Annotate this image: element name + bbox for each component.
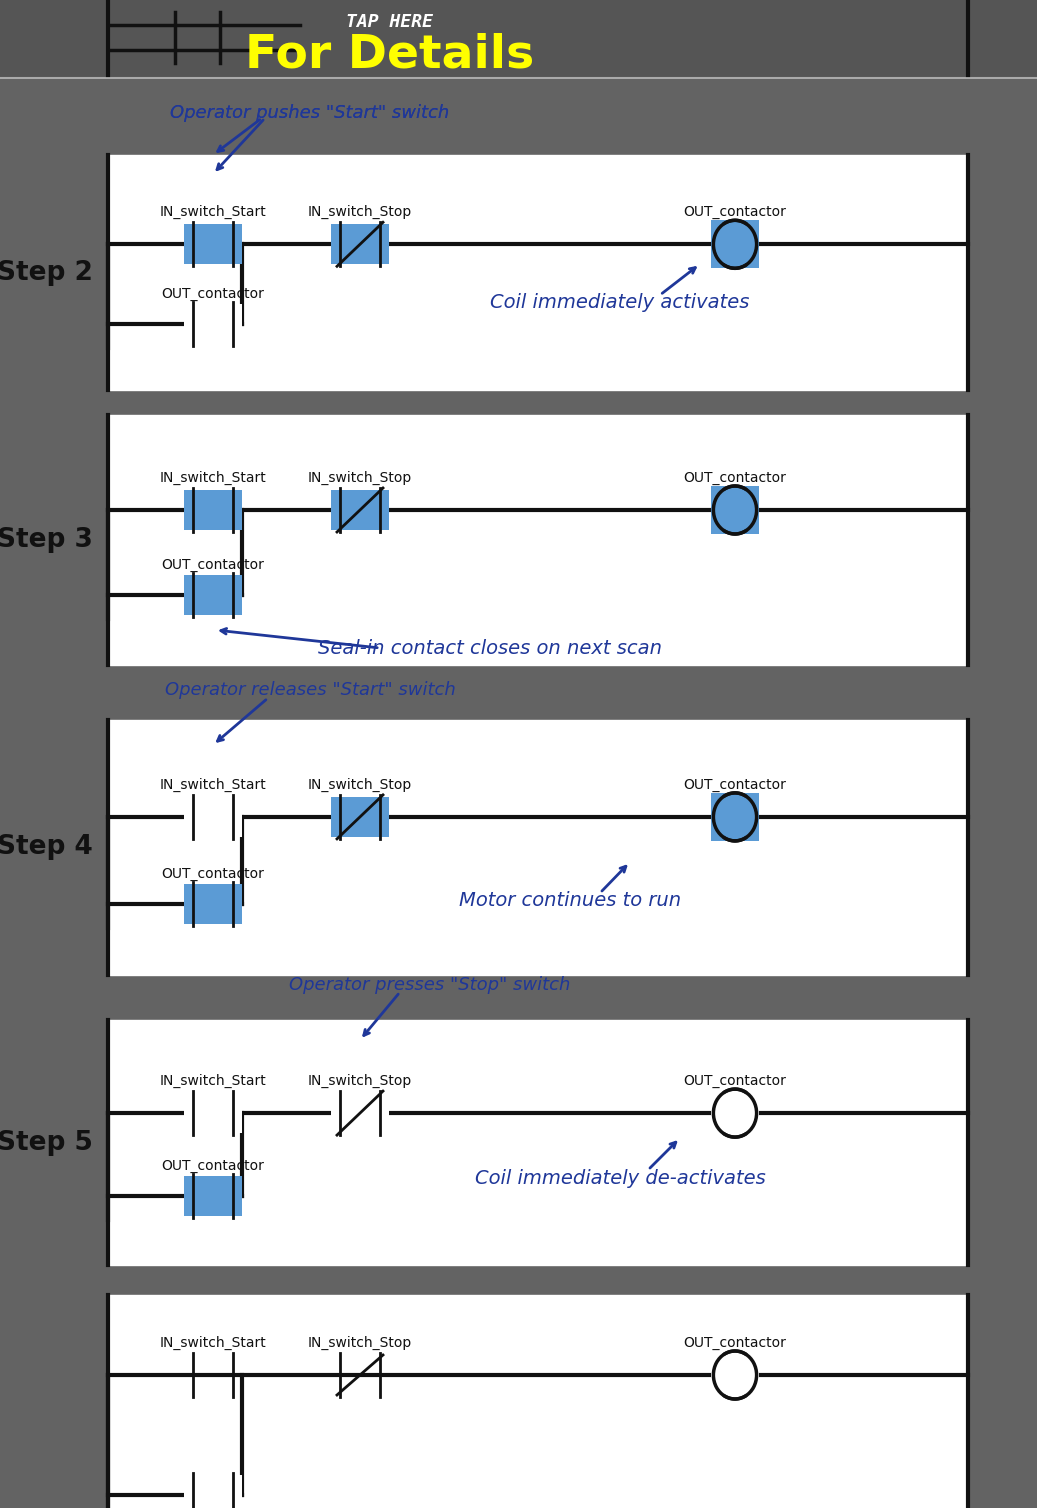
- Bar: [331, 796, 389, 837]
- Text: OUT_contactor: OUT_contactor: [162, 558, 264, 572]
- Text: Operator pushes "Start" switch: Operator pushes "Start" switch: [170, 104, 450, 122]
- Text: Coil immediately activates: Coil immediately activates: [491, 294, 750, 312]
- Text: Coil immediately de-activates: Coil immediately de-activates: [475, 1169, 765, 1187]
- Bar: [711, 1089, 759, 1137]
- Text: OUT_contactor: OUT_contactor: [683, 470, 786, 486]
- Bar: [0, 0, 1037, 78]
- Bar: [711, 1351, 759, 1399]
- Text: IN_switch_Start: IN_switch_Start: [160, 778, 267, 792]
- Text: IN_switch_Start: IN_switch_Start: [160, 1074, 267, 1089]
- Bar: [711, 220, 759, 268]
- Text: Seal-in contact closes on next scan: Seal-in contact closes on next scan: [318, 638, 662, 657]
- Bar: [184, 490, 242, 529]
- Bar: [108, 719, 968, 976]
- Text: IN_switch_Start: IN_switch_Start: [160, 205, 267, 219]
- Bar: [184, 225, 242, 264]
- Text: IN_switch_Stop: IN_switch_Stop: [308, 778, 412, 792]
- Bar: [184, 796, 242, 837]
- Bar: [184, 1475, 242, 1508]
- Bar: [108, 1295, 968, 1508]
- Bar: [711, 793, 759, 841]
- Text: IN_switch_Start: IN_switch_Start: [160, 470, 267, 486]
- Text: Motor continues to run: Motor continues to run: [459, 891, 681, 909]
- Text: Operator presses "Stop" switch: Operator presses "Stop" switch: [289, 976, 570, 994]
- Text: OUT_contactor: OUT_contactor: [683, 1074, 786, 1089]
- Bar: [184, 1176, 242, 1217]
- Bar: [184, 1093, 242, 1133]
- Text: OUT_contactor: OUT_contactor: [683, 205, 786, 219]
- Bar: [711, 486, 759, 534]
- Text: OUT_contactor: OUT_contactor: [162, 867, 264, 881]
- Text: Step 3: Step 3: [0, 526, 93, 553]
- Bar: [331, 225, 389, 264]
- Text: TAP HERE: TAP HERE: [346, 14, 433, 32]
- Text: For Details: For Details: [246, 33, 535, 77]
- Bar: [184, 305, 242, 344]
- Text: Step 4: Step 4: [0, 834, 93, 861]
- Bar: [184, 575, 242, 615]
- Bar: [108, 155, 968, 391]
- Text: OUT_contactor: OUT_contactor: [683, 1336, 786, 1350]
- Text: IN_switch_Stop: IN_switch_Stop: [308, 1336, 412, 1350]
- Text: Step 5: Step 5: [0, 1129, 93, 1155]
- Text: Operator releases "Start" switch: Operator releases "Start" switch: [165, 682, 455, 700]
- Bar: [331, 1093, 389, 1133]
- Bar: [184, 884, 242, 923]
- Text: OUT_contactor: OUT_contactor: [162, 1160, 264, 1173]
- Bar: [331, 490, 389, 529]
- Text: IN_switch_Stop: IN_switch_Stop: [308, 205, 412, 219]
- Text: IN_switch_Stop: IN_switch_Stop: [308, 470, 412, 486]
- Text: Step 2: Step 2: [0, 259, 93, 285]
- Bar: [108, 415, 968, 665]
- Text: IN_switch_Stop: IN_switch_Stop: [308, 1074, 412, 1089]
- Text: OUT_contactor: OUT_contactor: [162, 287, 264, 302]
- Text: OUT_contactor: OUT_contactor: [683, 778, 786, 792]
- Text: IN_switch_Start: IN_switch_Start: [160, 1336, 267, 1350]
- Text: Operator pushes "Start" switch: Operator pushes "Start" switch: [170, 104, 450, 122]
- Bar: [108, 1019, 968, 1265]
